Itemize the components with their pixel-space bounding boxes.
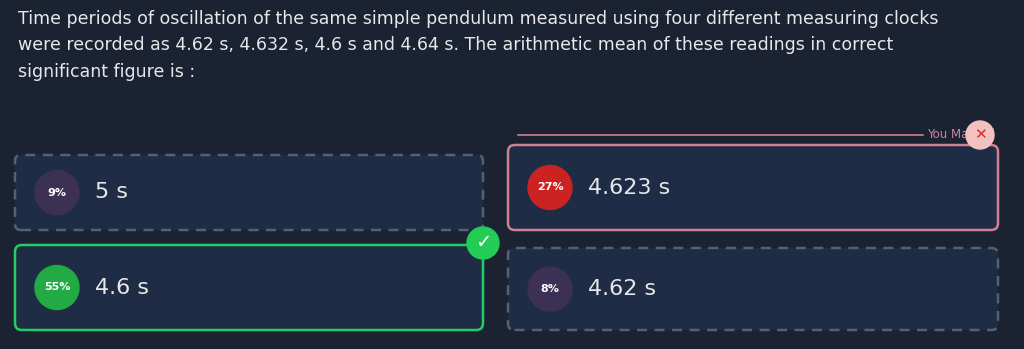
Text: ✓: ✓ bbox=[475, 233, 492, 252]
Text: 4.62 s: 4.62 s bbox=[588, 279, 656, 299]
Text: 4.6 s: 4.6 s bbox=[95, 277, 150, 297]
Text: 5 s: 5 s bbox=[95, 183, 128, 202]
Text: 8%: 8% bbox=[541, 284, 559, 294]
FancyBboxPatch shape bbox=[15, 245, 483, 330]
Text: 9%: 9% bbox=[47, 187, 67, 198]
Circle shape bbox=[966, 121, 994, 149]
Circle shape bbox=[528, 267, 572, 311]
FancyBboxPatch shape bbox=[15, 155, 483, 230]
Text: ✕: ✕ bbox=[974, 127, 986, 142]
Text: 55%: 55% bbox=[44, 282, 71, 292]
FancyBboxPatch shape bbox=[508, 145, 998, 230]
Circle shape bbox=[467, 227, 499, 259]
Circle shape bbox=[35, 266, 79, 310]
Text: 27%: 27% bbox=[537, 183, 563, 193]
Circle shape bbox=[35, 171, 79, 215]
Circle shape bbox=[528, 165, 572, 209]
Text: You Marked: You Marked bbox=[927, 128, 994, 141]
FancyBboxPatch shape bbox=[508, 248, 998, 330]
Text: Time periods of oscillation of the same simple pendulum measured using four diff: Time periods of oscillation of the same … bbox=[18, 10, 939, 81]
Text: 4.623 s: 4.623 s bbox=[588, 178, 671, 198]
